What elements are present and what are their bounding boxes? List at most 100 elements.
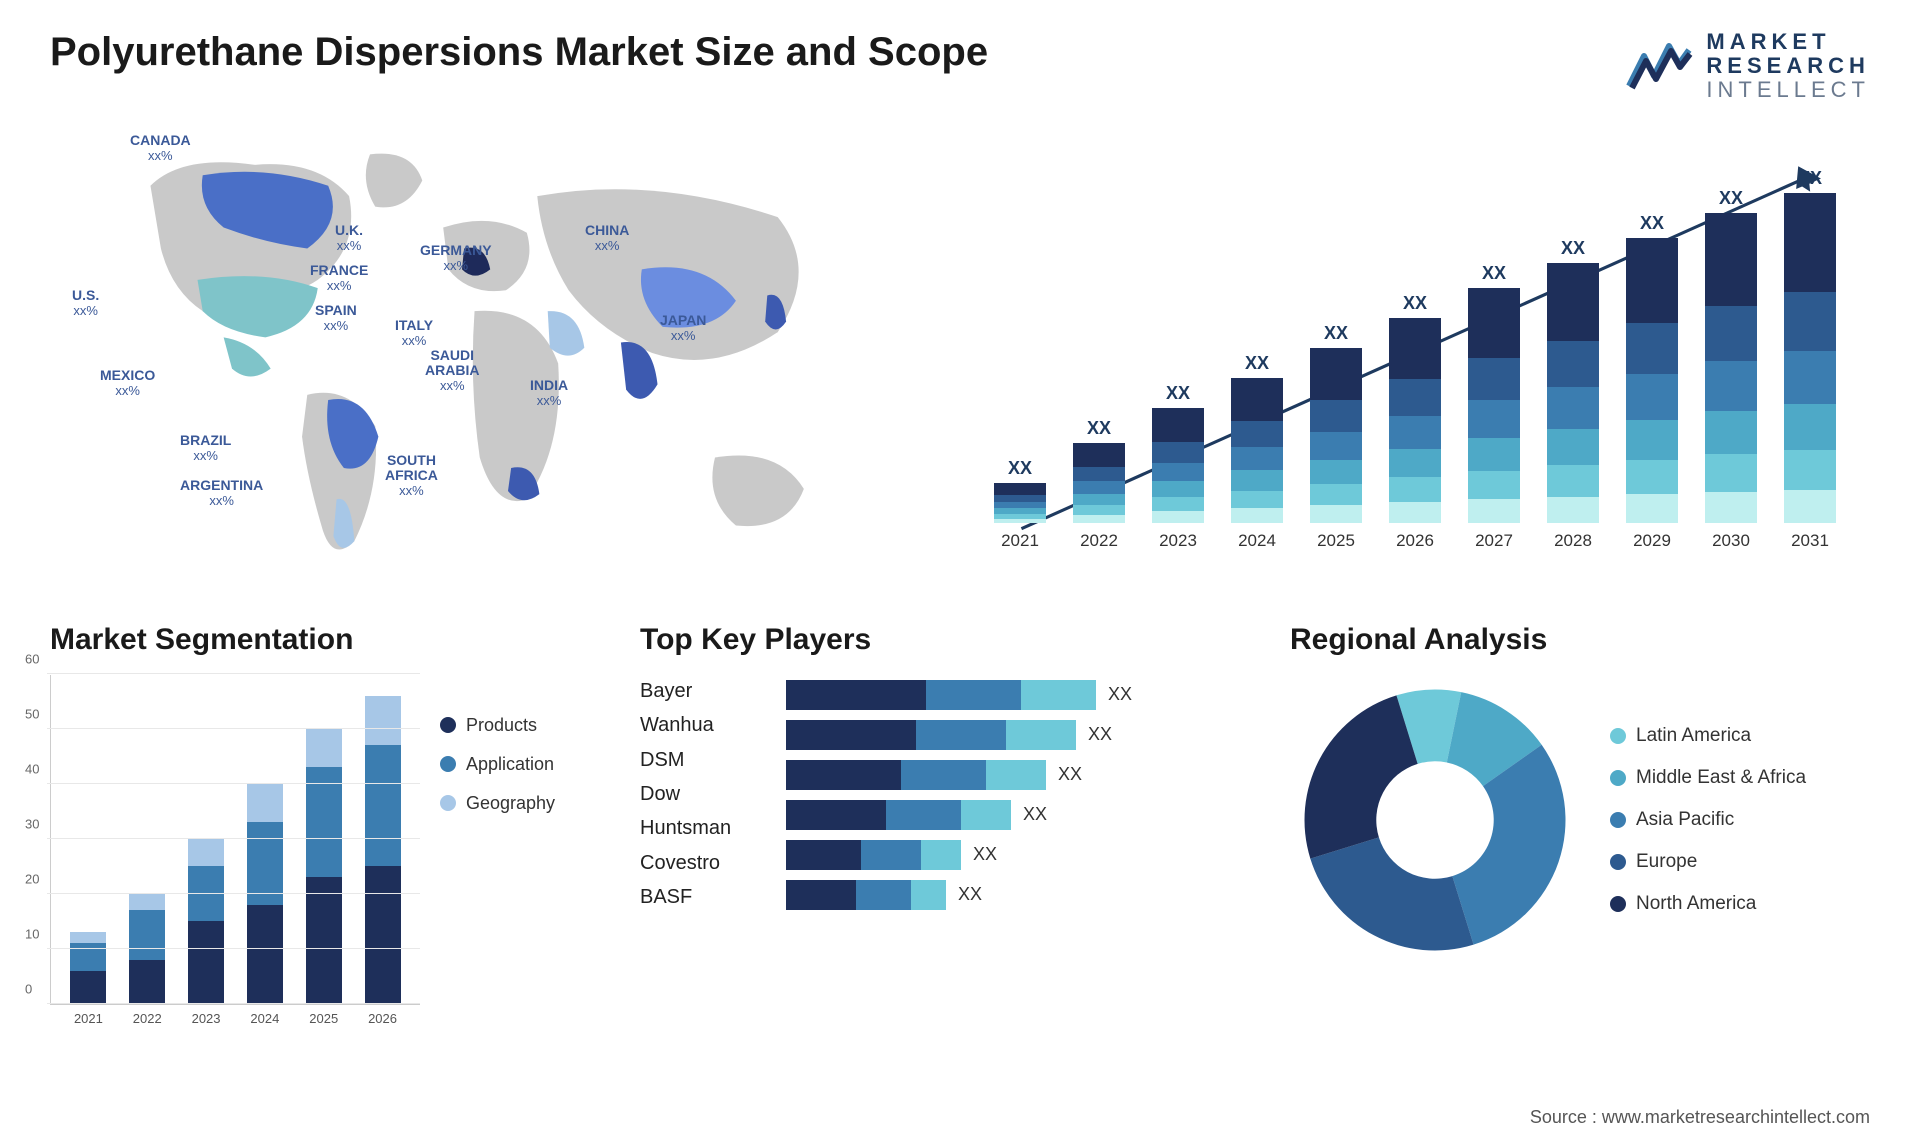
- legend-dot: [1610, 812, 1626, 828]
- seg-bar-segment: [188, 866, 224, 921]
- growth-bar-segment: [1705, 454, 1757, 491]
- growth-year-label: 2027: [1464, 531, 1524, 551]
- legend-item: Latin America: [1610, 725, 1806, 747]
- growth-bar-segment: [1547, 465, 1599, 496]
- growth-bar-segment: [1310, 400, 1362, 432]
- legend-label: Geography: [466, 793, 555, 814]
- country-label: GERMANYxx%: [420, 243, 492, 274]
- seg-gridline: [47, 783, 420, 784]
- growth-bar-segment: [1231, 378, 1283, 422]
- growth-bar-stack: [1784, 193, 1836, 523]
- growth-bar-stack: [1705, 213, 1757, 523]
- segmentation-title: Market Segmentation: [50, 623, 610, 657]
- growth-bars-row: XXXXXXXXXXXXXXXXXXXXXX: [980, 143, 1850, 523]
- segmentation-body: 202120222023202420252026 0102030405060 P…: [50, 675, 610, 1005]
- growth-bar-segment: [1152, 511, 1204, 523]
- seg-bar: [188, 839, 224, 1004]
- seg-bar-segment: [306, 729, 342, 768]
- donut-slice: [1310, 837, 1473, 950]
- player-bar-value: XX: [1088, 724, 1112, 745]
- growth-bar: XX: [1385, 293, 1445, 523]
- player-row: XX: [786, 875, 1260, 915]
- growth-bar: XX: [1464, 263, 1524, 523]
- segmentation-panel: Market Segmentation 20212022202320242025…: [50, 623, 610, 1043]
- growth-bar-segment: [1468, 471, 1520, 499]
- logo-line1: MARKET: [1706, 30, 1870, 54]
- growth-bar-segment: [1468, 438, 1520, 471]
- growth-bar-segment: [1547, 429, 1599, 465]
- growth-bar-segment: [994, 519, 1046, 523]
- growth-bar-segment: [1073, 515, 1125, 523]
- legend-dot: [1610, 728, 1626, 744]
- donut-slice: [1305, 695, 1418, 858]
- growth-bar: XX: [1701, 188, 1761, 523]
- logo-line2: RESEARCH: [1706, 54, 1870, 78]
- seg-ytick: 40: [25, 761, 39, 776]
- growth-bar-segment: [1310, 484, 1362, 505]
- player-row: XX: [786, 835, 1260, 875]
- seg-bar-segment: [365, 745, 401, 866]
- growth-bar: XX: [1780, 168, 1840, 523]
- seg-gridline: [47, 673, 420, 674]
- bottom-section: Market Segmentation 20212022202320242025…: [50, 623, 1870, 1043]
- growth-bar-segment: [1389, 416, 1441, 449]
- growth-bar-segment: [1547, 263, 1599, 341]
- legend-item: Middle East & Africa: [1610, 767, 1806, 789]
- growth-bar-segment: [1073, 494, 1125, 505]
- growth-bar-segment: [994, 483, 1046, 495]
- legend-dot: [440, 756, 456, 772]
- seg-ytick: 60: [25, 651, 39, 666]
- country-label: U.K.xx%: [335, 223, 363, 254]
- growth-bar-stack: [1389, 318, 1441, 523]
- seg-bar-segment: [70, 971, 106, 1004]
- players-names: BayerWanhuaDSMDowHuntsmanCovestroBASF: [640, 675, 770, 915]
- player-bar-segment: [861, 840, 921, 870]
- growth-bar-segment: [1705, 411, 1757, 454]
- growth-bar-segment: [1468, 358, 1520, 400]
- seg-bar-segment: [129, 894, 165, 911]
- growth-bar-stack: [1468, 288, 1520, 523]
- growth-bar-segment: [1073, 467, 1125, 481]
- growth-bar-segment: [1073, 443, 1125, 467]
- players-body: BayerWanhuaDSMDowHuntsmanCovestroBASF XX…: [640, 675, 1260, 915]
- country-label: CHINAxx%: [585, 223, 629, 254]
- seg-ytick: 0: [25, 981, 32, 996]
- seg-bar-segment: [306, 767, 342, 877]
- page-title: Polyurethane Dispersions Market Size and…: [50, 30, 988, 75]
- legend-dot: [1610, 854, 1626, 870]
- player-name: Wanhua: [640, 714, 770, 737]
- growth-bar-stack: [1231, 378, 1283, 523]
- growth-bar-segment: [1547, 387, 1599, 429]
- donut-slice: [1452, 744, 1565, 944]
- country-label: CANADAxx%: [130, 133, 191, 164]
- growth-bar: XX: [1148, 383, 1208, 523]
- growth-bar: XX: [1306, 323, 1366, 523]
- seg-xlabel: 2023: [188, 1011, 224, 1026]
- player-bar-value: XX: [1108, 684, 1132, 705]
- growth-bar: XX: [990, 458, 1050, 523]
- growth-bar-segment: [1784, 193, 1836, 292]
- seg-bar: [306, 729, 342, 1004]
- legend-label: Latin America: [1636, 725, 1751, 747]
- regional-panel: Regional Analysis Latin America Middle Ea…: [1290, 623, 1870, 1043]
- player-row: XX: [786, 715, 1260, 755]
- growth-bar-segment: [1231, 447, 1283, 470]
- growth-bar-label: XX: [1245, 353, 1269, 374]
- regional-legend: Latin AmericaMiddle East & AfricaAsia Pa…: [1610, 725, 1806, 915]
- player-bar-segment: [886, 800, 961, 830]
- brand-logo: MARKET RESEARCH INTELLECT: [1624, 30, 1870, 103]
- segmentation-bars: [51, 675, 420, 1004]
- seg-bar-segment: [188, 839, 224, 867]
- growth-bar-segment: [1073, 505, 1125, 515]
- segmentation-xlabels: 202120222023202420252026: [51, 1011, 420, 1026]
- player-bar-segment: [786, 760, 901, 790]
- legend-label: Application: [466, 754, 554, 775]
- growth-bar-label: XX: [1403, 293, 1427, 314]
- seg-xlabel: 2025: [306, 1011, 342, 1026]
- growth-bar-segment: [1468, 288, 1520, 359]
- country-label: JAPANxx%: [660, 313, 706, 344]
- player-name: Covestro: [640, 852, 770, 875]
- growth-bar-label: XX: [1561, 238, 1585, 259]
- regional-title: Regional Analysis: [1290, 623, 1870, 657]
- growth-bar-segment: [1626, 323, 1678, 374]
